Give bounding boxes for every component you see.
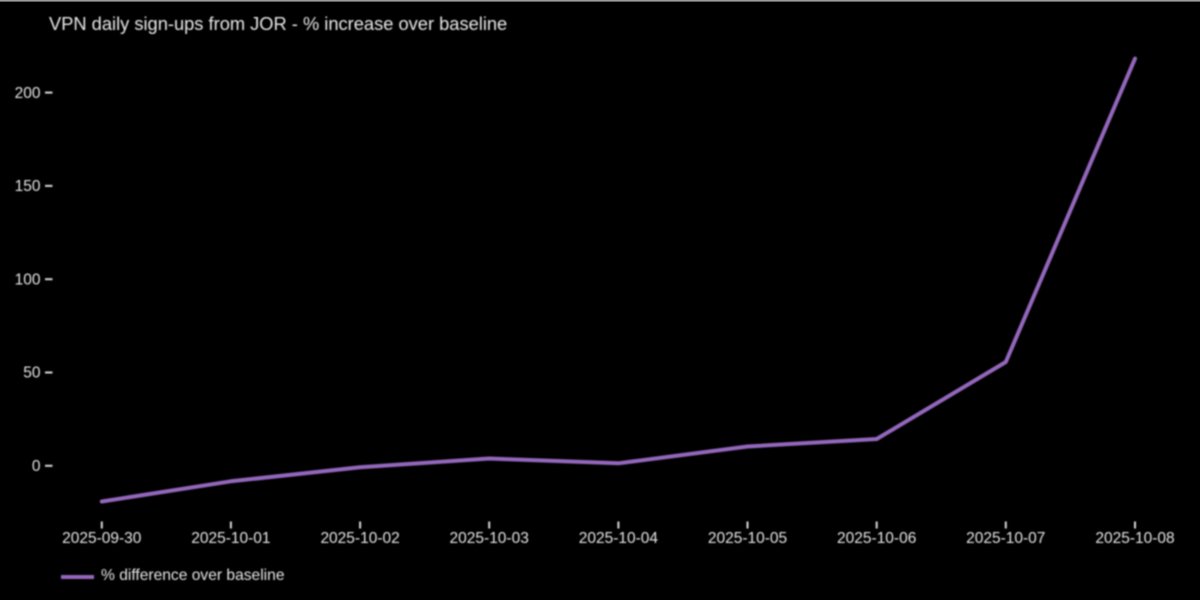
svg-text:2025-10-08: 2025-10-08	[1095, 530, 1174, 547]
svg-text:150: 150	[15, 178, 41, 195]
svg-text:2025-10-05: 2025-10-05	[708, 530, 787, 547]
svg-text:50: 50	[23, 365, 41, 382]
svg-text:200: 200	[15, 85, 41, 102]
svg-text:0: 0	[32, 458, 41, 475]
svg-text:2025-10-02: 2025-10-02	[320, 530, 399, 547]
svg-text:2025-10-01: 2025-10-01	[191, 530, 270, 547]
svg-text:2025-10-04: 2025-10-04	[579, 530, 659, 547]
svg-text:2025-09-30: 2025-09-30	[62, 530, 142, 547]
svg-text:2025-10-06: 2025-10-06	[837, 530, 916, 547]
svg-text:100: 100	[15, 271, 41, 288]
svg-text:2025-10-03: 2025-10-03	[450, 530, 529, 547]
svg-text:2025-10-07: 2025-10-07	[966, 530, 1045, 547]
svg-text:VPN daily sign-ups from JOR -: VPN daily sign-ups from JOR - % increase…	[49, 13, 507, 34]
svg-text:% difference over baseline: % difference over baseline	[101, 567, 285, 584]
